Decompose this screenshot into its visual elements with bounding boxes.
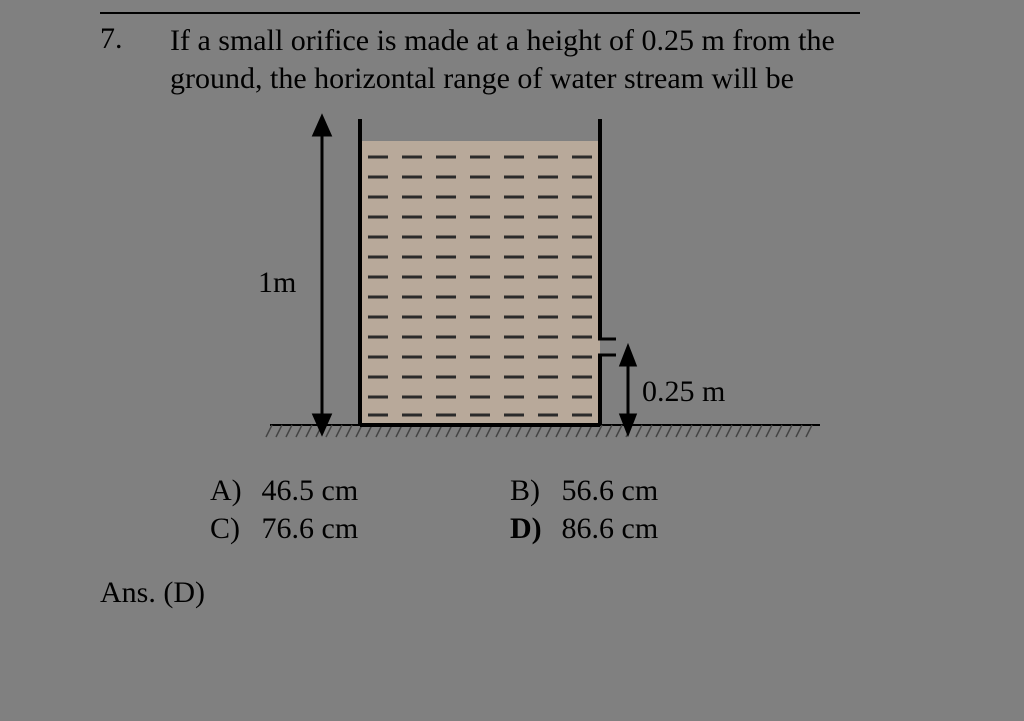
tank-diagram-svg: 1m 0.25 m [210, 107, 830, 457]
option-b-label: B) [510, 474, 554, 508]
answer-prefix: Ans. [100, 576, 156, 609]
question-row: 7. If a small orifice is made at a heigh… [100, 22, 984, 97]
option-d: D) 86.6 cm [510, 512, 810, 546]
orifice-arrow [621, 347, 635, 433]
option-b: B) 56.6 cm [510, 474, 810, 508]
orifice-mark [598, 339, 616, 355]
options: A) 46.5 cm B) 56.6 cm C) 76.6 cm D) 86.6… [210, 474, 984, 546]
option-c-text: 76.6 cm [262, 512, 359, 545]
option-a: A) 46.5 cm [210, 474, 510, 508]
tank-water-fill [360, 141, 600, 425]
option-d-label: D) [510, 512, 554, 546]
answer-value: (D) [163, 576, 205, 609]
option-d-text: 86.6 cm [562, 512, 659, 545]
height-arrow [314, 117, 330, 433]
height-label: 1m [258, 266, 296, 299]
top-rule [100, 12, 860, 14]
answer-line: Ans. (D) [100, 576, 984, 610]
option-b-text: 56.6 cm [562, 474, 659, 507]
option-a-label: A) [210, 474, 254, 508]
orifice-label: 0.25 m [642, 375, 725, 408]
option-a-text: 46.5 cm [262, 474, 359, 507]
question-text: If a small orifice is made at a height o… [170, 22, 850, 97]
option-c: C) 76.6 cm [210, 512, 510, 546]
page: 7. If a small orifice is made at a heigh… [0, 0, 1024, 630]
option-c-label: C) [210, 512, 254, 546]
diagram: 1m 0.25 m [210, 107, 984, 462]
question-number: 7. [100, 22, 170, 56]
